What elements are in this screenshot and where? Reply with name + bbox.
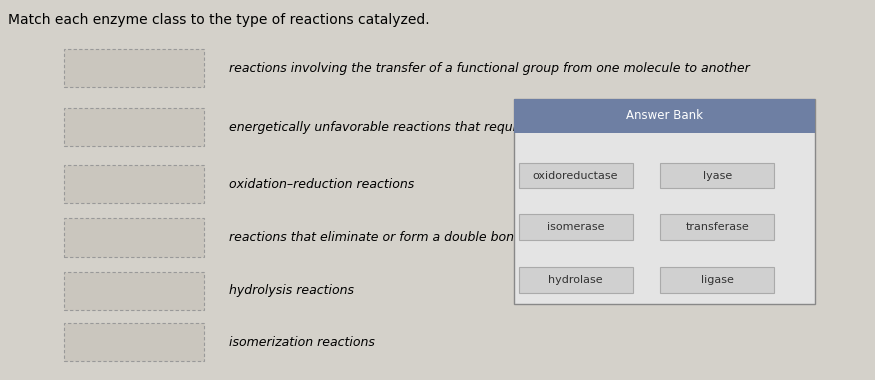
FancyBboxPatch shape (514, 99, 816, 304)
Text: isomerase: isomerase (547, 222, 605, 232)
FancyBboxPatch shape (64, 218, 204, 256)
FancyBboxPatch shape (519, 163, 633, 188)
FancyBboxPatch shape (64, 272, 204, 310)
Text: lyase: lyase (703, 171, 732, 181)
FancyBboxPatch shape (519, 214, 633, 240)
FancyBboxPatch shape (519, 268, 633, 293)
Text: Match each enzyme class to the type of reactions catalyzed.: Match each enzyme class to the type of r… (9, 13, 430, 27)
Text: ligase: ligase (701, 275, 734, 285)
FancyBboxPatch shape (661, 268, 774, 293)
Text: isomerization reactions: isomerization reactions (229, 336, 375, 348)
Text: hydrolase: hydrolase (549, 275, 603, 285)
Text: hydrolysis reactions: hydrolysis reactions (229, 284, 354, 297)
FancyBboxPatch shape (64, 323, 204, 361)
Text: reactions that eliminate or form a double bond: reactions that eliminate or form a doubl… (229, 231, 522, 244)
Text: oxidation–reduction reactions: oxidation–reduction reactions (229, 178, 415, 191)
FancyBboxPatch shape (64, 49, 204, 87)
FancyBboxPatch shape (64, 165, 204, 203)
Text: transferase: transferase (685, 222, 749, 232)
Text: oxidoreductase: oxidoreductase (533, 171, 619, 181)
FancyBboxPatch shape (64, 108, 204, 146)
Text: reactions involving the transfer of a functional group from one molecule to anot: reactions involving the transfer of a fu… (229, 62, 750, 75)
Text: Answer Bank: Answer Bank (626, 109, 704, 122)
FancyBboxPatch shape (661, 214, 774, 240)
FancyBboxPatch shape (661, 163, 774, 188)
FancyBboxPatch shape (514, 99, 816, 133)
Text: energetically unfavorable reactions that require ATP to form new bonds: energetically unfavorable reactions that… (229, 121, 677, 134)
